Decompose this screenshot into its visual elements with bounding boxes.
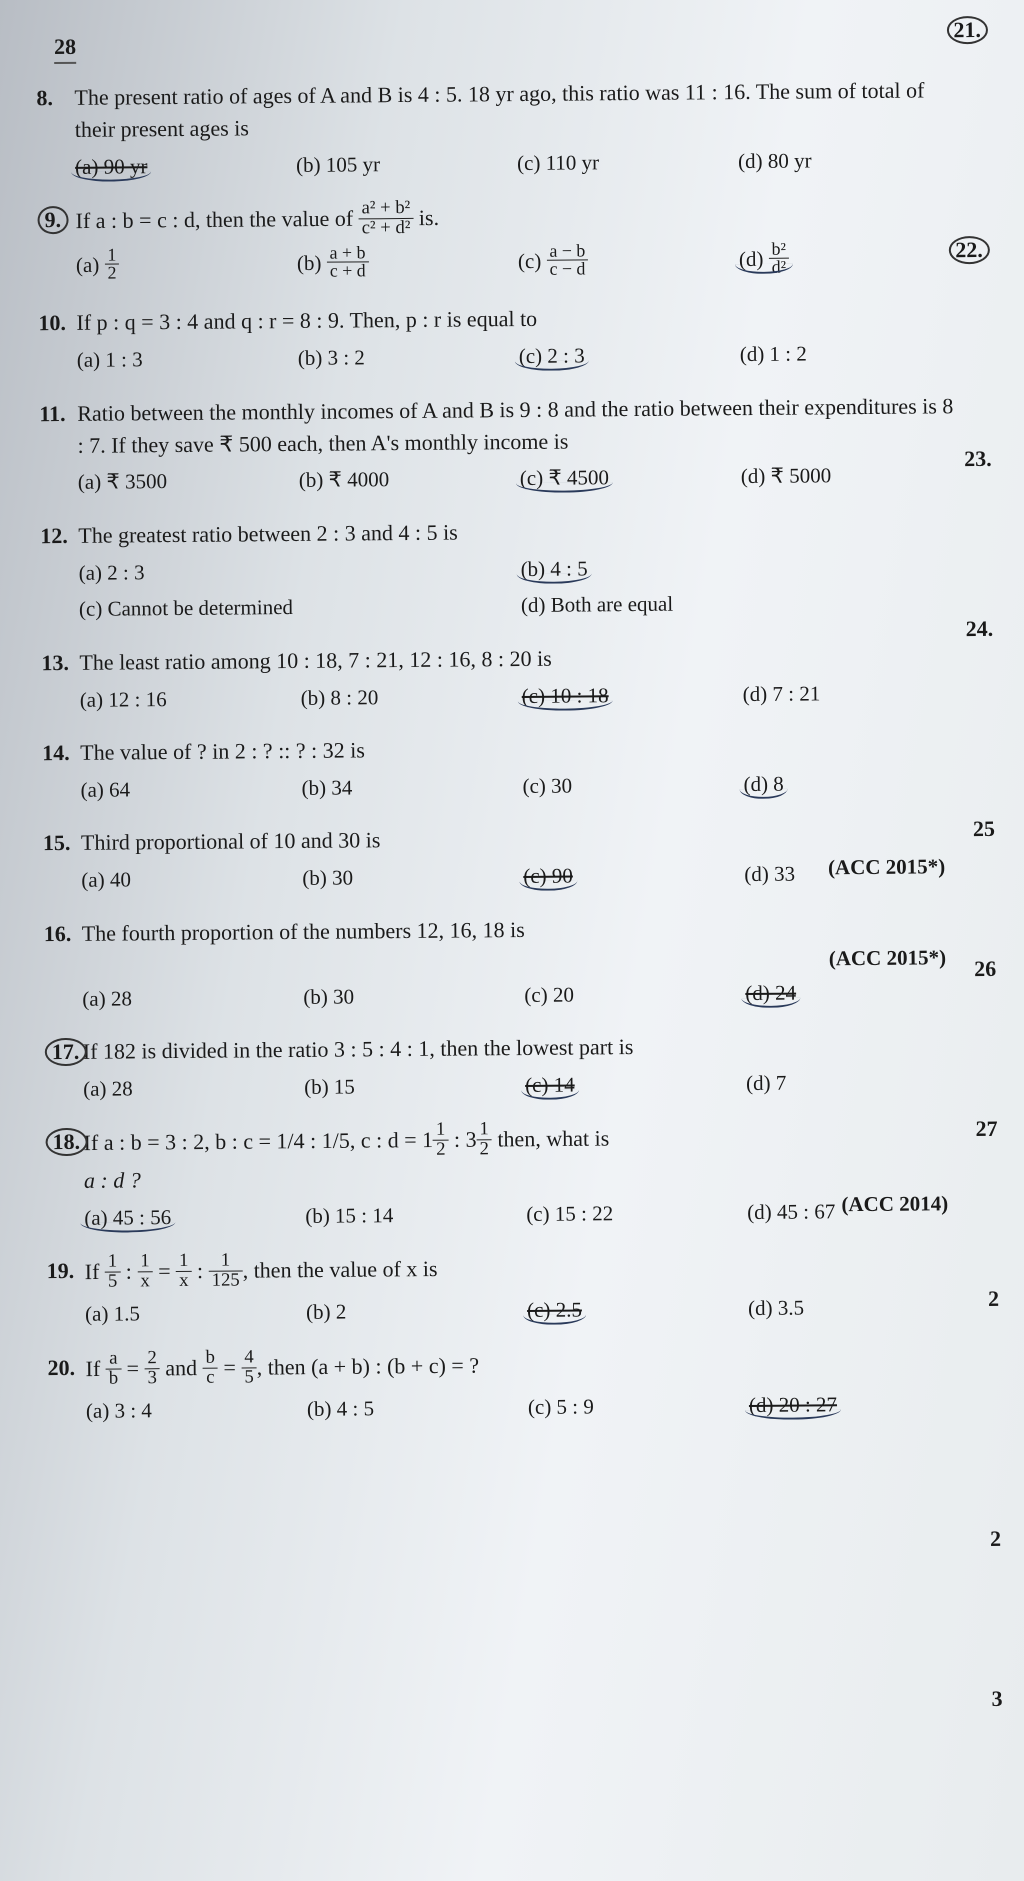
q18-opt-b: (b) 15 : 14 (305, 1199, 526, 1231)
q8-opt-a: (a) 90 yr (75, 150, 296, 182)
q10-opt-c: (c) 2 : 3 (519, 339, 740, 371)
q16-opt-d: (d) 24 (745, 976, 966, 1008)
q17-opt-d: (d) 7 (746, 1066, 967, 1098)
q13-opt-d: (d) 7 : 21 (743, 677, 964, 709)
side-ref-2a: 2 (988, 1286, 999, 1312)
side-ref-23: 23. (964, 446, 992, 472)
q17-opt-c: (c) 14 (525, 1068, 746, 1100)
q11-stem: Ratio between the monthly incomes of A a… (77, 390, 962, 461)
q12-stem: The greatest ratio between 2 : 3 and 4 :… (78, 512, 962, 552)
q13-opt-c: (c) 10 : 18 (522, 679, 743, 711)
q9-number: 9. (37, 204, 68, 236)
q9-opt-c: (c) a − bc − d (518, 243, 739, 282)
question-11: 11. Ratio between the monthly incomes of… (77, 390, 962, 498)
question-20: 20. If ab = 23 and bc = 45, then (a + b)… (85, 1344, 970, 1427)
side-ref-2b: 2 (990, 1526, 1001, 1552)
side-ref-24: 24. (966, 616, 994, 642)
page-number: 28 (54, 34, 76, 64)
q8-opt-c: (c) 110 yr (517, 146, 738, 178)
q11-opt-a: (a) ₹ 3500 (78, 465, 299, 497)
question-9: 9. If a : b = c : d, then the value of a… (75, 196, 960, 285)
question-8: 8. The present ratio of ages of A and B … (74, 74, 959, 182)
q13-opt-a: (a) 12 : 16 (80, 682, 301, 714)
q9-opt-d: (d) b²d² (739, 241, 960, 280)
q20-opt-a: (a) 3 : 4 (86, 1394, 307, 1426)
q8-opt-b: (b) 105 yr (296, 148, 517, 180)
q15-opt-c: (c) 90 (523, 859, 744, 891)
question-18: 18. If a : b = 3 : 2, b : c = 1/4 : 1/5,… (83, 1118, 968, 1232)
q17-stem: If 182 is divided in the ratio 3 : 5 : 4… (83, 1028, 967, 1068)
q15-opt-a: (a) 40 (81, 863, 302, 895)
q13-stem: The least ratio among 10 : 18, 7 : 21, 1… (79, 639, 963, 679)
q15-number: 15. (43, 827, 71, 859)
q11-number: 11. (39, 398, 66, 430)
q13-opt-b: (b) 8 : 20 (301, 681, 522, 713)
q18-tag: (ACC 2014) (841, 1189, 948, 1220)
q9-opt-a: (a) 12 (76, 247, 297, 286)
q16-tag: (ACC 2015*) (829, 942, 946, 973)
q20-opt-b: (b) 4 : 5 (307, 1392, 528, 1424)
q8-opt-d: (d) 80 yr (738, 144, 959, 176)
q17-opt-b: (b) 15 (304, 1070, 525, 1102)
q18-number: 18. (45, 1126, 87, 1158)
q20-stem: If ab = 23 and bc = 45, then (a + b) : (… (85, 1344, 969, 1390)
q19-stem: If 15 : 1x = 1x : 1125, then the value o… (85, 1247, 969, 1293)
q14-opt-b: (b) 34 (301, 771, 522, 803)
q10-number: 10. (38, 307, 66, 339)
q16-number: 16. (44, 918, 72, 950)
q14-opt-c: (c) 30 (522, 769, 743, 801)
q17-number: 17. (45, 1036, 87, 1068)
q9-opt-b: (b) a + bc + d (297, 245, 518, 284)
q13-number: 13. (41, 647, 69, 679)
q17-opt-a: (a) 28 (83, 1072, 304, 1104)
side-ref-27: 27 (975, 1116, 997, 1142)
side-ref-3: 3 (991, 1686, 1002, 1712)
question-16: 16. The fourth proportion of the numbers… (82, 910, 967, 1014)
question-10: 10. If p : q = 3 : 4 and q : r = 8 : 9. … (76, 299, 961, 375)
side-ref-26: 26 (974, 956, 996, 982)
q10-opt-d: (d) 1 : 2 (740, 337, 961, 369)
q16-opt-a: (a) 28 (82, 981, 303, 1013)
q16-opt-b: (b) 30 (303, 979, 524, 1011)
q20-number: 20. (47, 1352, 75, 1384)
q15-tag: (ACC 2015*) (828, 851, 945, 882)
q19-opt-a: (a) 1.5 (85, 1297, 306, 1329)
q11-opt-d: (d) ₹ 5000 (741, 460, 962, 492)
q19-opt-b: (b) 2 (306, 1295, 527, 1327)
side-ref-25: 25 (973, 816, 995, 842)
q8-number: 8. (36, 82, 53, 114)
q19-opt-c: (c) 2.5 (527, 1293, 748, 1325)
q8-stem: The present ratio of ages of A and B is … (74, 74, 959, 145)
q10-opt-a: (a) 1 : 3 (77, 343, 298, 375)
q19-opt-d: (d) 3.5 (748, 1292, 969, 1324)
question-15: 15. Third proportional of 10 and 30 is (… (81, 819, 966, 895)
question-12: 12. The greatest ratio between 2 : 3 and… (78, 512, 963, 624)
q11-opt-b: (b) ₹ 4000 (299, 463, 520, 495)
q14-number: 14. (42, 737, 70, 769)
q14-opt-d: (d) 8 (743, 767, 964, 799)
q20-opt-c: (c) 5 : 9 (528, 1390, 749, 1422)
q20-opt-d: (d) 20 : 27 (749, 1388, 970, 1420)
q12-opt-a: (a) 2 : 3 (79, 554, 521, 588)
q12-opt-d: (d) Both are equal (521, 586, 963, 620)
q9-stem: If a : b = c : d, then the value of a² +… (75, 196, 959, 242)
q19-number: 19. (47, 1255, 75, 1287)
q12-opt-c: (c) Cannot be determined (79, 590, 521, 624)
q14-stem: The value of ? in 2 : ? :: ? : 32 is (80, 729, 964, 769)
question-17: 17. If 182 is divided in the ratio 3 : 5… (83, 1028, 968, 1104)
q12-number: 12. (40, 520, 68, 552)
question-13: 13. The least ratio among 10 : 18, 7 : 2… (79, 639, 964, 715)
q18-opt-a: (a) 45 : 56 (84, 1200, 305, 1232)
q15-opt-b: (b) 30 (302, 861, 523, 893)
q12-opt-b: (b) 4 : 5 (520, 550, 962, 584)
q11-opt-c: (c) ₹ 4500 (520, 462, 741, 494)
q10-opt-b: (b) 3 : 2 (298, 341, 519, 373)
q16-opt-c: (c) 20 (524, 978, 745, 1010)
question-14: 14. The value of ? in 2 : ? :: ? : 32 is… (80, 729, 965, 805)
q18-opt-c: (c) 15 : 22 (526, 1197, 747, 1229)
side-ref-21: 21. (946, 16, 988, 44)
q14-opt-a: (a) 64 (80, 773, 301, 805)
q10-stem: If p : q = 3 : 4 and q : r = 8 : 9. Then… (76, 299, 960, 339)
question-19: 19. If 15 : 1x = 1x : 1125, then the val… (85, 1247, 970, 1330)
